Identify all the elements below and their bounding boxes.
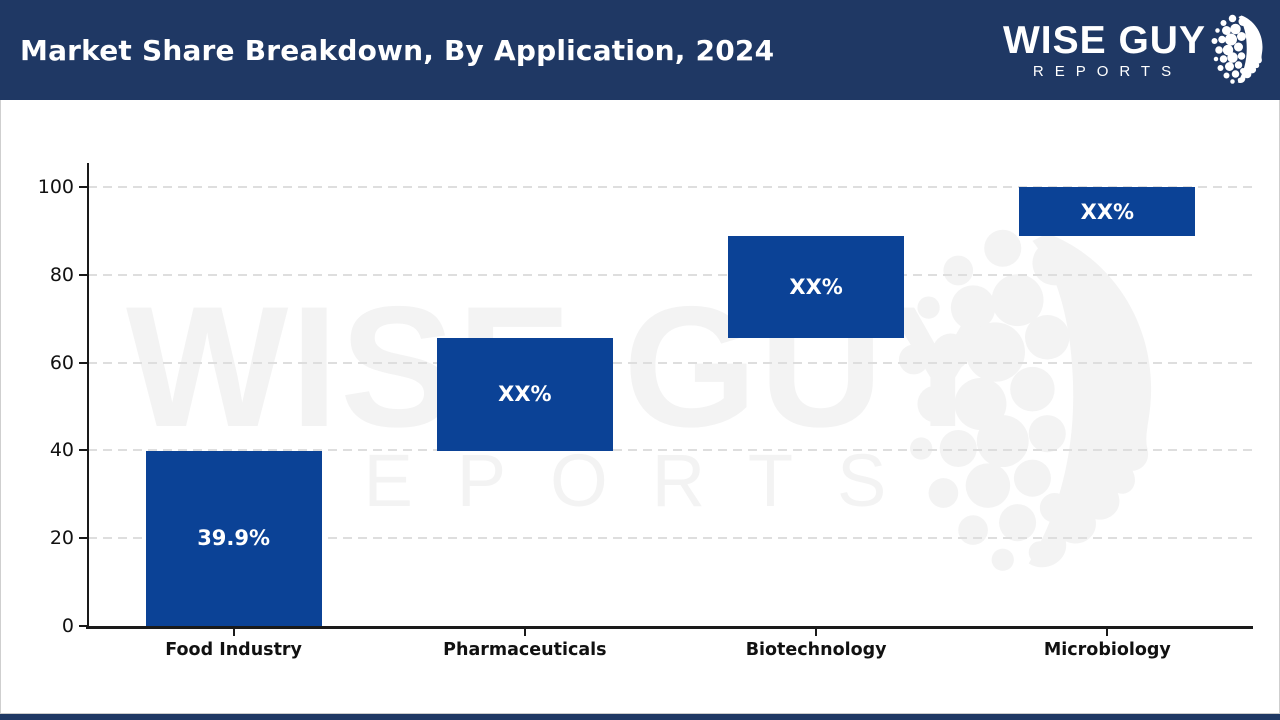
footer-bar <box>0 714 1280 720</box>
y-tick-label: 20 <box>49 527 74 550</box>
bar-pharmaceuticals: XX% <box>436 337 613 451</box>
y-tick <box>79 449 88 452</box>
gridline <box>88 361 1253 364</box>
gridline <box>88 537 1253 540</box>
x-category-label: Biotechnology <box>745 640 887 660</box>
gridline <box>88 186 1253 188</box>
logo-wordmark: WISE GUY <box>1002 18 1206 62</box>
footer-divider <box>0 713 1280 714</box>
wise-guy-logo: WISE GUY REPORTS <box>1003 11 1264 89</box>
x-category-label: Pharmaceuticals <box>443 640 607 660</box>
y-tick-label: 0 <box>61 615 74 637</box>
y-axis-line <box>87 163 89 629</box>
logo-text: WISE GUY REPORTS <box>1003 21 1206 80</box>
y-tick-label: 100 <box>37 176 74 198</box>
y-tick <box>79 625 88 627</box>
x-tick <box>1106 629 1109 636</box>
y-tick-label: 80 <box>49 263 74 286</box>
logo-subtext: REPORTS <box>1032 62 1183 80</box>
bar-value-label: XX% <box>789 274 843 299</box>
x-tick <box>232 629 235 636</box>
y-tick <box>79 186 88 188</box>
y-tick-label: 60 <box>49 351 74 374</box>
logo-head-icon <box>1211 14 1263 84</box>
x-category-label: Microbiology <box>1043 640 1171 660</box>
bar-biotechnology: XX% <box>728 236 905 338</box>
x-tick <box>815 629 818 636</box>
y-tick <box>79 273 88 276</box>
x-axis-line <box>86 626 1253 629</box>
bar-value-label: XX% <box>1080 199 1135 224</box>
gridline <box>88 449 1253 452</box>
bar-value-label: 39.9% <box>197 526 271 551</box>
bar-microbiology: XX% <box>1019 187 1196 237</box>
y-tick <box>79 361 88 364</box>
x-tick <box>523 629 526 636</box>
y-tick <box>79 537 88 540</box>
y-tick-label: 40 <box>49 439 74 462</box>
bar-food-industry: 39.9% <box>145 450 322 626</box>
bar-value-label: XX% <box>498 382 552 407</box>
gridline <box>88 273 1253 276</box>
left-border <box>0 100 1 713</box>
page-title: Market Share Breakdown, By Application, … <box>20 33 775 67</box>
header-bar: Market Share Breakdown, By Application, … <box>0 0 1280 100</box>
x-category-label: Food Industry <box>165 640 302 660</box>
